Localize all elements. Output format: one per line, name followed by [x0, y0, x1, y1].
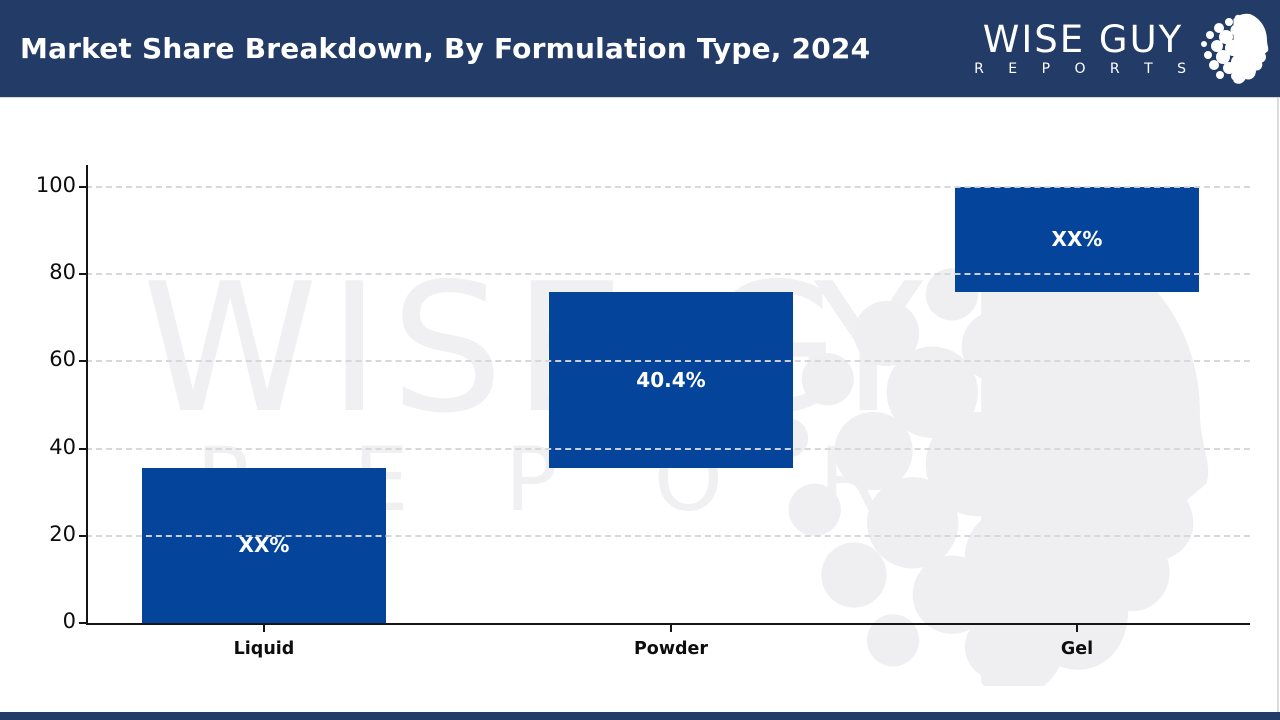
gridline-100: [86, 186, 1250, 188]
bar-liquid: [142, 467, 386, 623]
page-title: Market Share Breakdown, By Formulation T…: [20, 32, 871, 65]
y-tick-20: [79, 534, 86, 537]
y-tick-60: [79, 360, 86, 363]
x-category-label-gel: Gel: [1060, 639, 1094, 659]
gridline-40: [86, 447, 1250, 450]
bar-value-label: 40.4%: [636, 367, 706, 392]
y-tick-label-20: 20: [49, 521, 76, 546]
bar-value-label: XX%: [238, 533, 290, 558]
y-tick-0: [79, 622, 86, 624]
brand-name-text: WISE GUY: [982, 17, 1184, 61]
brand-subtitle-text: R E P O R T S: [974, 61, 1196, 78]
y-tick-label-100: 100: [35, 173, 76, 197]
y-tick-80: [79, 273, 86, 276]
x-tick-liquid: [263, 625, 265, 632]
brand-wordmark: WISE GUY R E P O R T S: [970, 17, 1196, 78]
brand-logo: WISE GUY R E P O R T S: [970, 4, 1270, 94]
y-tick-40: [79, 447, 86, 450]
bar-value-label: XX%: [1051, 227, 1103, 252]
gridline-80: [86, 273, 1250, 276]
y-tick-label-60: 60: [49, 347, 76, 372]
header-bar: Market Share Breakdown, By Formulation T…: [0, 0, 1280, 97]
y-tick-label-0: 0: [62, 609, 76, 633]
y-axis-spine: [86, 165, 88, 625]
header-divider: [0, 97, 1280, 98]
chart-area: WISE G Y R E P O R T S XX%40.4%XX%020406…: [0, 98, 1280, 712]
footer-bar: [0, 712, 1280, 720]
x-tick-gel: [1076, 625, 1078, 632]
x-tick-powder: [670, 625, 672, 632]
bar-powder: [549, 291, 793, 468]
y-tick-label-40: 40: [49, 434, 76, 459]
figure-right-border: [1277, 98, 1279, 712]
x-category-label-liquid: Liquid: [233, 639, 295, 659]
y-tick-label-80: 80: [49, 260, 76, 285]
gridline-20: [86, 534, 1250, 537]
y-tick-100: [79, 186, 86, 188]
x-category-label-powder: Powder: [633, 639, 709, 659]
gridline-60: [86, 360, 1250, 363]
x-axis-spine: [86, 623, 1250, 625]
